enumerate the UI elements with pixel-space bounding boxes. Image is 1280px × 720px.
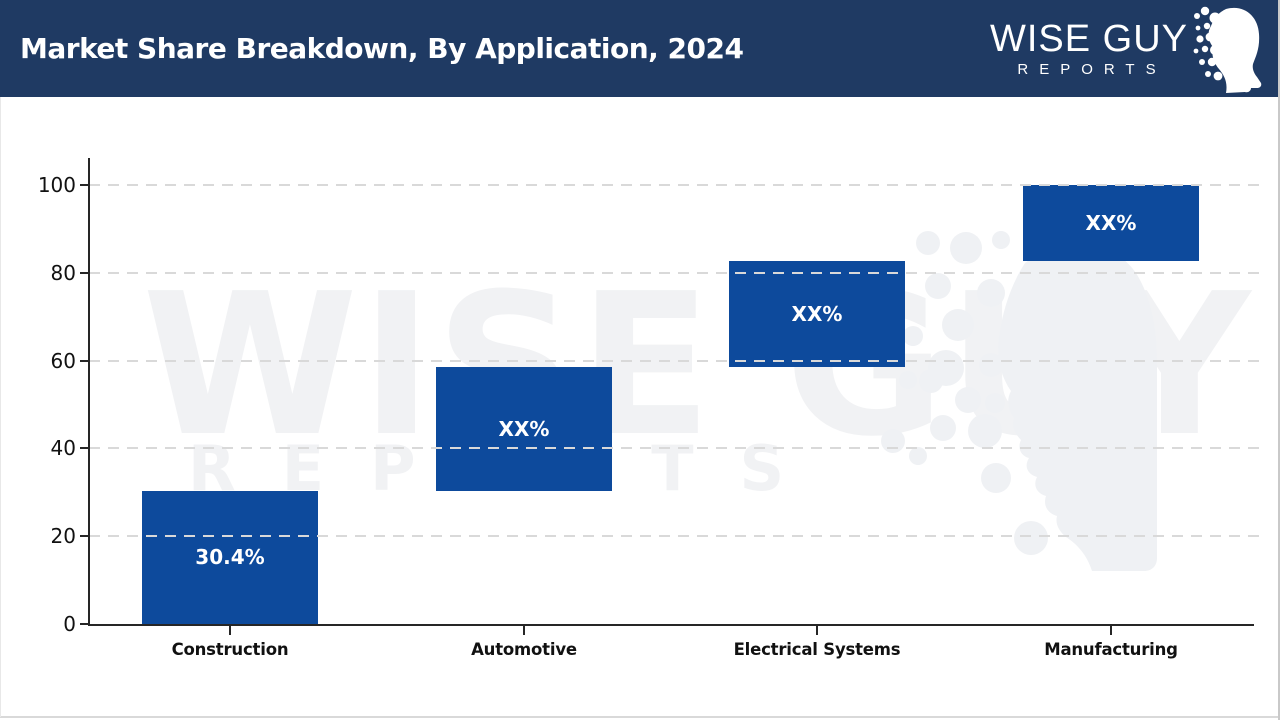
y-tick-label-100: 100: [37, 173, 76, 197]
bar-value-label-automotive: XX%: [498, 416, 550, 441]
y-tick-80: [80, 271, 89, 274]
y-tick-40: [80, 447, 89, 450]
chart-plot-area: 30.4% XX% XX% XX% 0 20 40 60 80 100 Construction A…: [0, 97, 1278, 720]
x-axis: [88, 624, 1254, 626]
bar-value-label-electrical-systems: XX%: [791, 301, 843, 326]
y-tick-label-40: 40: [50, 436, 76, 461]
wiseguy-logo-text: WISE GUY REPORTS: [990, 20, 1188, 77]
gridline-40: [89, 447, 1263, 450]
bar-construction: 30.4%: [142, 490, 318, 624]
wiseguy-logo-name: WISE GUY: [989, 18, 1188, 60]
y-tick-60: [80, 359, 89, 362]
x-tick-construction: [229, 626, 231, 635]
y-axis: [88, 158, 90, 626]
x-tick-electrical-systems: [816, 626, 818, 635]
bar-value-label-manufacturing: XX%: [1085, 210, 1137, 235]
x-tick-manufacturing: [1110, 626, 1112, 635]
header-band: Market Share Breakdown, By Application, …: [0, 0, 1278, 97]
gridline-60: [89, 359, 1263, 362]
x-tick-label-electrical-systems: Electrical Systems: [733, 640, 901, 659]
y-tick-label-60: 60: [50, 348, 76, 373]
wiseguy-logo: WISE GUY REPORTS: [990, 5, 1264, 93]
y-tick-20: [80, 535, 89, 538]
page-title: Market Share Breakdown, By Application, …: [20, 32, 744, 65]
bar-manufacturing: XX%: [1023, 185, 1199, 261]
y-tick-label-80: 80: [50, 260, 76, 285]
bar-automotive: XX%: [436, 366, 612, 491]
y-tick-label-20: 20: [50, 524, 76, 549]
gridline-80: [89, 271, 1263, 274]
watermark-head-graphic: [881, 231, 1157, 571]
gridline-20: [89, 535, 1263, 538]
gridline-100: [89, 184, 1263, 186]
x-tick-label-construction: Construction: [171, 640, 289, 659]
bar-electrical-systems: XX%: [729, 260, 905, 367]
left-edge-rule: [0, 97, 1, 717]
y-tick-100: [80, 184, 89, 186]
wiseguy-head-icon: [1193, 6, 1262, 93]
x-tick-automotive: [523, 626, 525, 635]
x-tick-label-manufacturing: Manufacturing: [1044, 640, 1178, 659]
x-tick-label-automotive: Automotive: [471, 640, 577, 659]
wiseguy-logo-subtitle: REPORTS: [1017, 61, 1167, 78]
y-tick-label-0: 0: [63, 612, 76, 636]
bottom-edge-rule: [0, 716, 1278, 718]
y-tick-0: [80, 623, 89, 625]
bar-value-label-construction: 30.4%: [195, 545, 265, 570]
